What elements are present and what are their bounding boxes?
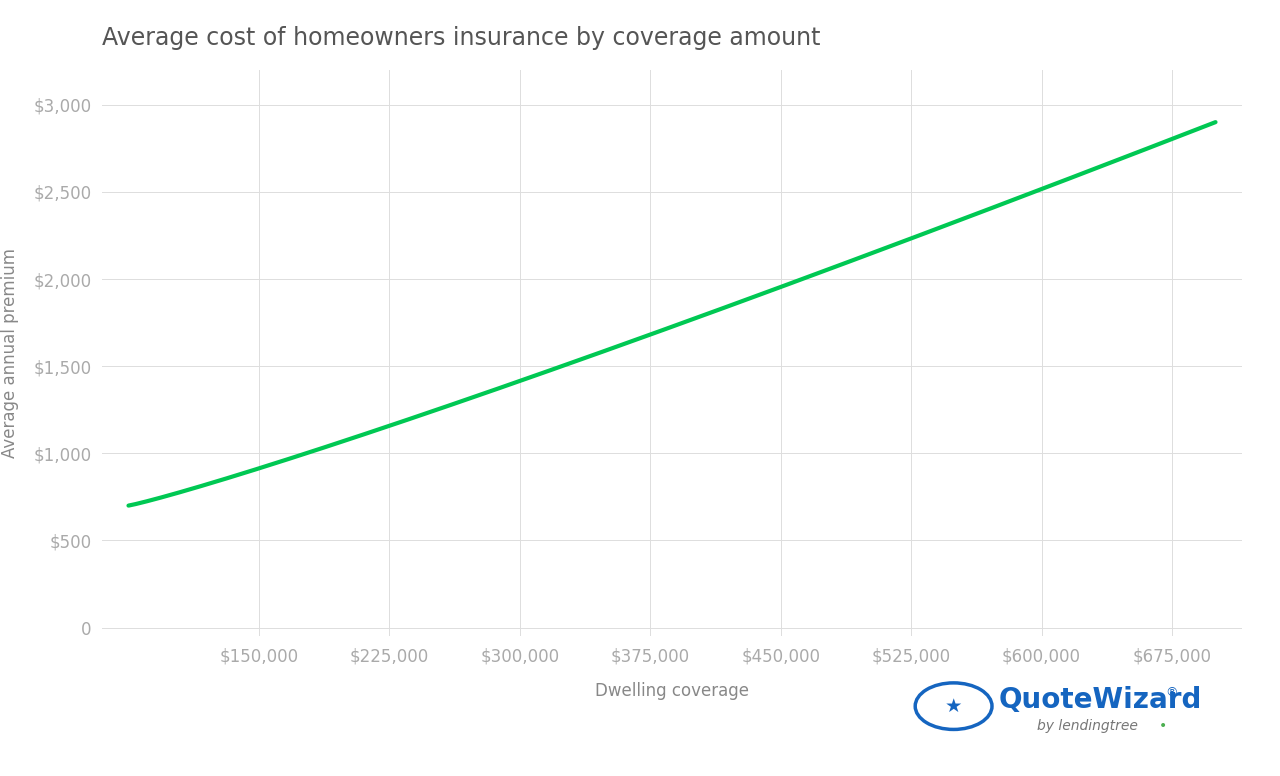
Text: Average cost of homeowners insurance by coverage amount: Average cost of homeowners insurance by … [102, 26, 820, 50]
Text: ®: ® [1165, 686, 1178, 698]
Text: by lendingtree: by lendingtree [1037, 719, 1138, 733]
X-axis label: Dwelling coverage: Dwelling coverage [595, 682, 749, 700]
Text: •: • [1158, 719, 1166, 733]
Text: QuoteWizard: QuoteWizard [998, 686, 1202, 714]
Text: ★: ★ [945, 697, 963, 715]
Y-axis label: Average annual premium: Average annual premium [1, 248, 19, 458]
